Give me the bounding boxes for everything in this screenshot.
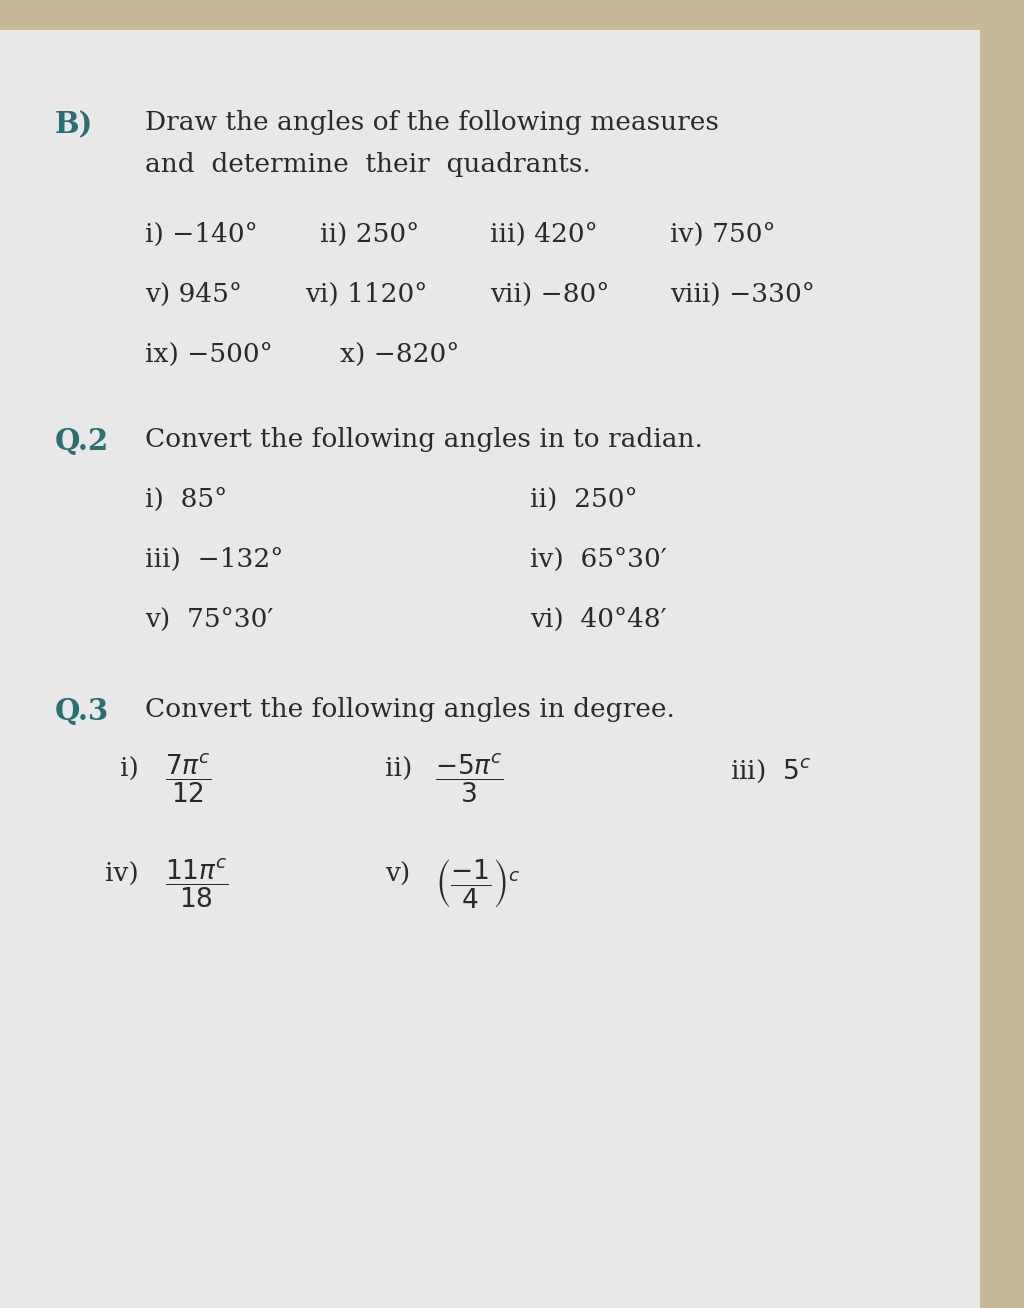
Text: iii)  −132°: iii) −132° — [145, 547, 284, 572]
Text: vi) 1120°: vi) 1120° — [305, 283, 427, 307]
Text: Convert the following angles in to radian.: Convert the following angles in to radia… — [145, 426, 702, 453]
Text: vi)  40°48′: vi) 40°48′ — [530, 607, 667, 632]
Text: v) 945°: v) 945° — [145, 283, 242, 307]
Text: $\dfrac{-5\pi^{c}}{3}$: $\dfrac{-5\pi^{c}}{3}$ — [435, 752, 504, 806]
Text: Convert the following angles in degree.: Convert the following angles in degree. — [145, 697, 675, 722]
Text: Q.2: Q.2 — [55, 426, 110, 456]
Text: iv): iv) — [105, 862, 138, 887]
Text: $\left(\dfrac{-1}{4}\right)^{c}$: $\left(\dfrac{-1}{4}\right)^{c}$ — [435, 857, 520, 910]
Text: v): v) — [385, 862, 411, 887]
Text: x) −820°: x) −820° — [340, 341, 460, 368]
Text: B): B) — [55, 110, 93, 139]
Text: and  determine  their  quadrants.: and determine their quadrants. — [145, 152, 591, 177]
Text: ii)  250°: ii) 250° — [530, 487, 638, 511]
Text: $\dfrac{11\pi^{c}}{18}$: $\dfrac{11\pi^{c}}{18}$ — [165, 857, 228, 910]
Text: iv) 750°: iv) 750° — [670, 222, 775, 247]
Text: iv)  65°30′: iv) 65°30′ — [530, 547, 667, 572]
Text: viii) −330°: viii) −330° — [670, 283, 815, 307]
Text: i): i) — [120, 757, 139, 782]
Text: iii)  $5^{c}$: iii) $5^{c}$ — [730, 757, 811, 785]
Text: Q.3: Q.3 — [55, 697, 110, 726]
Text: ii): ii) — [385, 757, 413, 782]
Text: vii) −80°: vii) −80° — [490, 283, 609, 307]
Text: v)  75°30′: v) 75°30′ — [145, 607, 273, 632]
Text: $\dfrac{7\pi^{c}}{12}$: $\dfrac{7\pi^{c}}{12}$ — [165, 752, 212, 806]
Text: ii) 250°: ii) 250° — [319, 222, 419, 247]
Text: i) −140°: i) −140° — [145, 222, 258, 247]
Text: ix) −500°: ix) −500° — [145, 341, 272, 368]
FancyBboxPatch shape — [0, 30, 980, 1308]
Text: Draw the angles of the following measures: Draw the angles of the following measure… — [145, 110, 719, 135]
Text: iii) 420°: iii) 420° — [490, 222, 598, 247]
Text: i)  85°: i) 85° — [145, 487, 227, 511]
